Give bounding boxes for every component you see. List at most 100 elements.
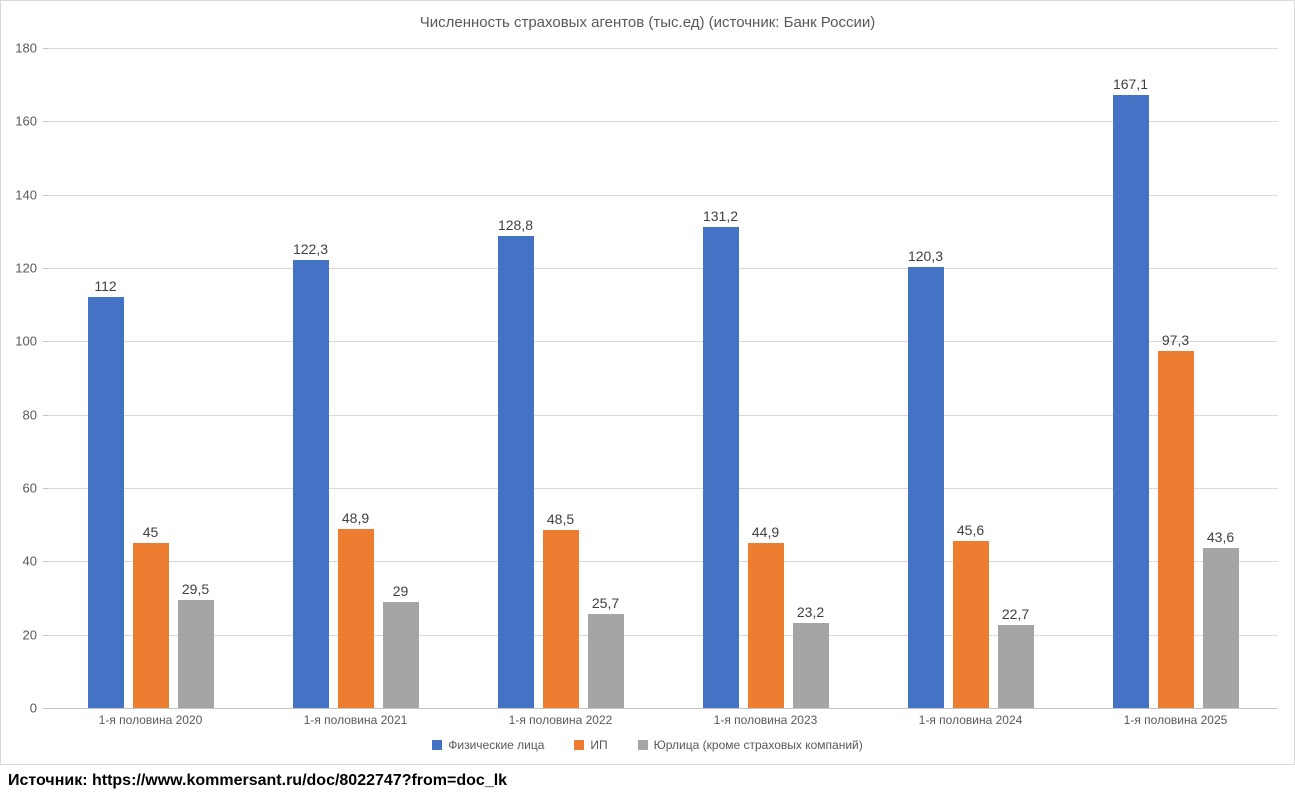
bar	[587, 613, 624, 708]
bar-value-label: 97,3	[1161, 332, 1190, 349]
legend-swatch-icon	[432, 740, 443, 750]
legend-swatch-icon	[637, 740, 648, 750]
bar-value-label: 120,3	[907, 247, 944, 264]
bar-value-label: 43,6	[1206, 529, 1235, 546]
legend-item: Юрлица (кроме страховых компаний)	[637, 738, 863, 752]
bar-value-label: 29,5	[181, 580, 210, 597]
y-tick-label: 140	[15, 187, 37, 203]
bar-value-label: 128,8	[497, 216, 534, 233]
legend-item: Физические лица	[432, 738, 544, 752]
bar-wrap: 43,6	[1202, 529, 1239, 708]
x-axis-labels: 1-я половина 2020 1-я половина 2021 1-я по…	[48, 713, 1278, 727]
bar-wrap: 97,3	[1157, 332, 1194, 708]
bar-wrap: 45	[132, 524, 169, 708]
bar-value-label: 112	[94, 278, 117, 295]
bar-wrap: 22,7	[997, 605, 1034, 708]
y-tick-label: 180	[15, 40, 37, 56]
y-tick-label: 100	[15, 333, 37, 349]
bar-value-label: 48,5	[546, 511, 575, 528]
bar-value-label: 131,2	[702, 207, 739, 224]
x-axis-label: 1-я половина 2022	[508, 713, 613, 727]
chart-title: Численность страховых агентов (тыс.ед) (…	[419, 14, 876, 31]
y-tick-mark	[43, 48, 48, 49]
bar-wrap: 167,1	[1112, 76, 1149, 708]
bar-wrap: 29	[382, 582, 419, 708]
bar-value-label: 48,9	[341, 509, 370, 526]
bar	[792, 622, 829, 708]
x-axis-label: 1-я половина 2025	[1123, 713, 1228, 727]
y-tick-label: 40	[22, 553, 37, 569]
bar-wrap: 128,8	[497, 216, 534, 708]
x-axis-label: 1-я половина 2020	[98, 713, 203, 727]
bar-value-label: 23,2	[796, 603, 825, 620]
plot-area: 0 20 40 60 80 100 120 140 160 180 112 45 29,5 122,3 48…	[15, 41, 1278, 716]
bar-value-label: 22,7	[1001, 605, 1030, 622]
legend-item: ИП	[574, 738, 608, 752]
chart-frame: Численность страховых агентов (тыс.ед) (…	[0, 0, 1295, 765]
gridline-180	[48, 48, 1278, 49]
bar	[1157, 351, 1194, 708]
gridline-0	[48, 708, 1278, 709]
bar-group: 131,2 44,9 23,2	[663, 48, 868, 708]
y-tick-label: 0	[29, 700, 37, 716]
gridline-40	[48, 561, 1278, 563]
bar-wrap: 25,7	[587, 594, 624, 708]
bar-wrap: 122,3	[292, 241, 329, 708]
legend: Физические лица ИП Юрлица (кроме страховых…	[1, 738, 1294, 752]
bar-value-label: 167,1	[1112, 76, 1149, 93]
x-axis-label: 1-я половина 2021	[303, 713, 408, 727]
bar-wrap: 45,6	[952, 521, 989, 708]
bar	[87, 297, 124, 708]
y-tick-mark	[43, 488, 48, 489]
bar	[1112, 95, 1149, 708]
bar	[1202, 548, 1239, 708]
y-tick-label: 60	[22, 480, 37, 496]
legend-label: Юрлица (кроме страховых компаний)	[653, 738, 863, 752]
bar	[997, 624, 1034, 708]
source-caption: Источник: https://www.kommersant.ru/doc/…	[8, 772, 508, 789]
x-axis-label: 1-я половина 2023	[713, 713, 818, 727]
bar-groups: 112 45 29,5 122,3 48,9 29 128,8 48,5 25,7 131,2 44…	[48, 48, 1278, 708]
bar-value-label: 44,9	[751, 524, 780, 541]
bar-value-label: 45	[142, 524, 159, 540]
y-tick-mark	[43, 561, 48, 563]
x-axis-label: 1-я половина 2024	[918, 713, 1023, 727]
y-tick-label: 120	[15, 260, 37, 276]
bar-wrap: 23,2	[792, 603, 829, 708]
bar-group: 112 45 29,5	[48, 48, 253, 708]
bar	[382, 601, 419, 708]
gridline-140	[48, 194, 1278, 196]
bar	[132, 543, 169, 708]
y-tick-mark	[43, 194, 48, 196]
y-tick-mark	[43, 341, 48, 343]
bar	[497, 235, 534, 708]
bar-wrap: 112	[87, 278, 124, 708]
gridline-160	[48, 121, 1278, 123]
y-tick-mark	[43, 634, 48, 636]
bar-value-label: 45,6	[956, 521, 985, 538]
gridline-80	[48, 414, 1278, 416]
gridline-120	[48, 268, 1278, 269]
bar-wrap: 29,5	[177, 580, 214, 708]
bar-group: 128,8 48,5 25,7	[458, 48, 663, 708]
y-tick-mark	[43, 708, 48, 709]
bar-group: 167,1 97,3 43,6	[1073, 48, 1278, 708]
bar-value-label: 29	[392, 582, 409, 599]
legend-swatch-icon	[574, 740, 585, 750]
bar-wrap: 48,5	[542, 511, 579, 708]
legend-label: Физические лица	[448, 738, 545, 752]
bar	[907, 266, 944, 708]
bar	[292, 259, 329, 708]
bar	[702, 226, 739, 708]
y-tick-label: 80	[22, 407, 37, 423]
bar-wrap: 131,2	[702, 207, 739, 708]
bar	[337, 528, 374, 708]
y-tick-mark	[43, 268, 48, 269]
y-tick-mark	[43, 414, 48, 416]
bar-group: 120,3 45,6 22,7	[868, 48, 1073, 708]
bar-value-label: 25,7	[591, 594, 620, 611]
bar	[542, 530, 579, 708]
bar-wrap: 48,9	[337, 509, 374, 708]
gridline-60	[48, 488, 1278, 489]
gridline-20	[48, 634, 1278, 636]
